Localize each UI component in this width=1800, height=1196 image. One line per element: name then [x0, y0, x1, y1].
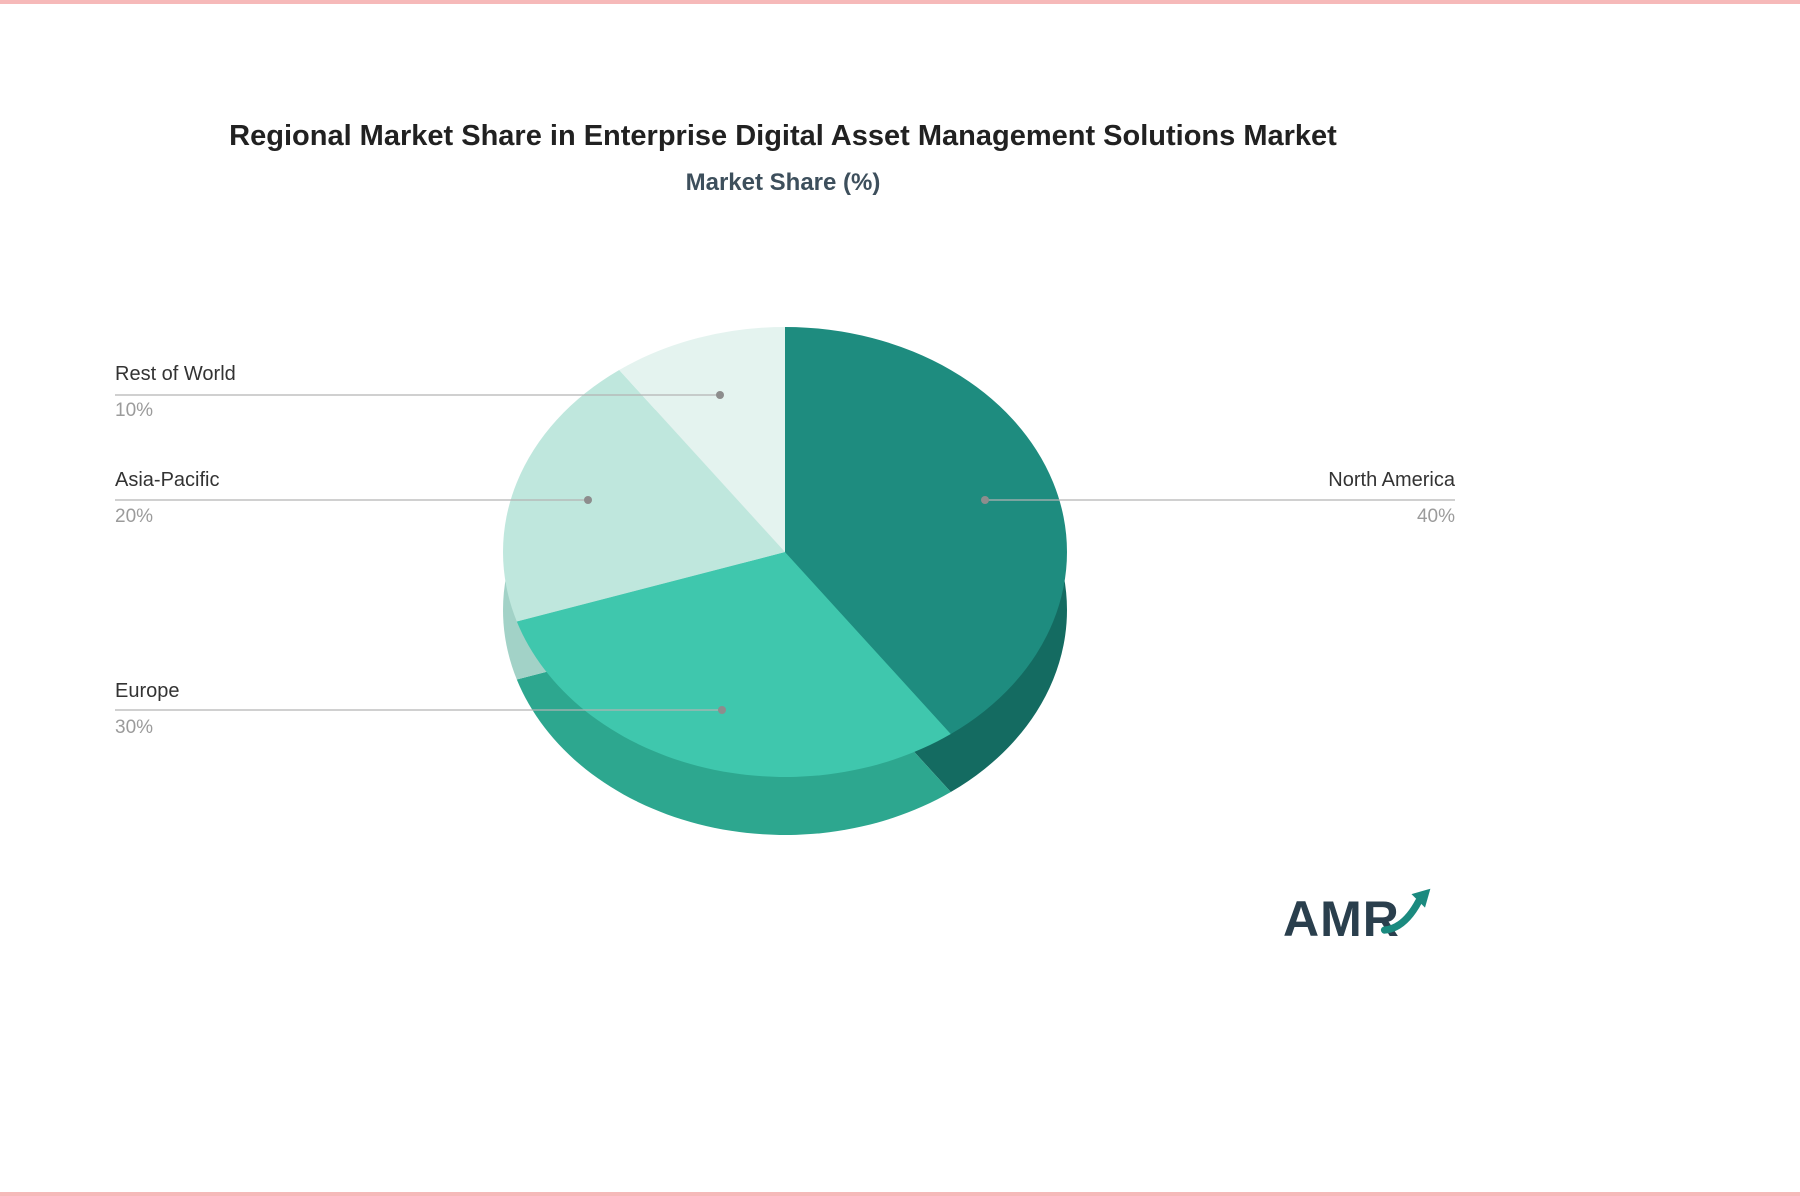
slice-label-europe: Europe — [115, 680, 180, 702]
slice-value-asia-pacific: 20% — [115, 506, 154, 527]
slice-label-rest-of-world: Rest of World — [115, 363, 236, 385]
pie-slice-europe — [516, 552, 951, 777]
bottom-edge-border — [0, 1192, 1800, 1196]
pie-slice-rest-of-world — [619, 327, 785, 552]
logo-arrow-icon — [1380, 888, 1431, 934]
leader-dot-rest-of-world — [716, 391, 724, 399]
slice-value-europe: 30% — [115, 717, 154, 738]
amr-logo: AMR — [1283, 891, 1400, 947]
slice-label-asia-pacific: Asia-Pacific — [115, 469, 220, 491]
pie-slice-north-america — [785, 327, 1067, 734]
slice-value-rest-of-world: 10% — [115, 400, 154, 421]
leader-dot-north-america — [981, 496, 989, 504]
leader-dot-asia-pacific — [584, 496, 592, 504]
chart-title: Regional Market Share in Enterprise Digi… — [229, 120, 1337, 152]
top-edge-border — [0, 0, 1800, 4]
slice-label-north-america: North America — [1328, 469, 1455, 491]
pie-slice-asia-pacific — [503, 370, 785, 622]
slice-value-north-america: 40% — [1416, 506, 1455, 527]
leader-dot-europe — [718, 706, 726, 714]
chart-subtitle: Market Share (%) — [685, 169, 881, 196]
